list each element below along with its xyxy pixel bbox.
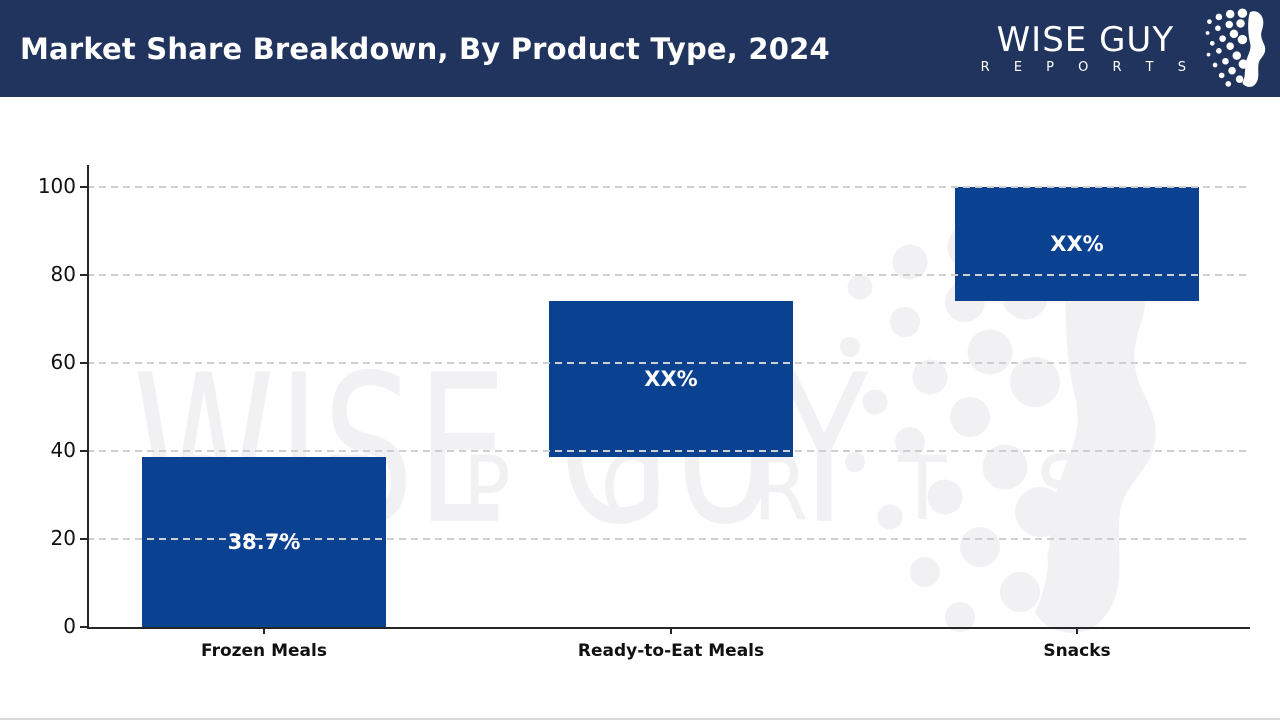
x-tick-mark-0 [263,627,265,634]
x-axis-line [87,627,1250,629]
header-bar: Market Share Breakdown, By Product Type,… [0,0,1280,97]
bar-label-box-1: XX% [549,301,793,457]
gridline-60 [87,362,1250,364]
logo-wordmark: WISE GUY [996,20,1175,60]
y-tick-mark-100 [80,186,87,188]
y-axis-tick-label: 80 [50,262,76,286]
x-axis-label: Snacks [1043,641,1111,661]
logo-text: WISE GUY R E P O R T S [975,23,1196,74]
chart-title: Market Share Breakdown, By Product Type,… [20,31,830,66]
y-tick-mark-20 [80,538,87,540]
y-tick-mark-40 [80,450,87,452]
y-axis-tick-label: 40 [50,438,76,462]
gridline-100 [87,186,1250,188]
y-axis-tick-label: 100 [37,174,76,198]
y-axis-tick-label: 0 [63,614,76,638]
y-axis-tick-label: 60 [50,350,76,374]
bar-0 [142,456,386,627]
bar-value-label: XX% [644,366,698,391]
bar-label-box-0: 38.7% [142,457,386,627]
chart-area: WISE GUY R E P O R T S 38.7% XX% XX% 0 20 40 6… [0,97,1280,718]
y-tick-mark-80 [80,274,87,276]
image-border-bottom [0,718,1280,720]
bar-1 [549,300,793,457]
y-tick-mark-0 [80,626,87,628]
y-axis-tick-label: 20 [50,526,76,550]
wise-guy-logo: WISE GUY R E P O R T S [975,7,1266,90]
logo-head-icon [1205,7,1266,87]
gridline-20 [87,538,1250,540]
y-axis-line [87,165,89,629]
x-axis-label: Ready-to-Eat Meals [577,641,765,661]
bar-value-label: XX% [1050,231,1104,256]
y-tick-mark-60 [80,362,87,364]
x-tick-mark-1 [670,627,672,634]
bar-label-box-2: XX% [955,187,1199,301]
logo-subtext: R E P O R T S [980,60,1196,75]
x-tick-mark-2 [1076,627,1078,634]
gridline-40 [87,450,1250,452]
bar-value-label: 38.7% [227,529,301,554]
gridline-80 [87,274,1250,276]
x-axis-label: Frozen Meals [201,641,327,661]
bar-2 [955,187,1199,301]
